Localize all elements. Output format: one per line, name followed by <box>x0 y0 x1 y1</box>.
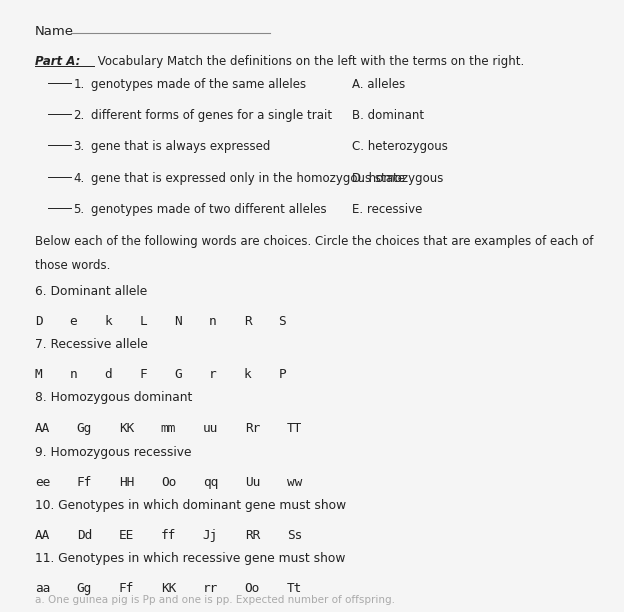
Text: G: G <box>174 368 182 381</box>
Text: 7. Recessive allele: 7. Recessive allele <box>35 338 148 351</box>
Text: L: L <box>139 315 147 328</box>
Text: Ss: Ss <box>286 529 302 542</box>
Text: 6. Dominant allele: 6. Dominant allele <box>35 285 147 297</box>
Text: EE: EE <box>119 529 134 542</box>
Text: Uu: Uu <box>245 476 260 489</box>
Text: ww: ww <box>286 476 302 489</box>
Text: E. recessive: E. recessive <box>352 203 422 216</box>
Text: different forms of genes for a single trait: different forms of genes for a single tr… <box>91 109 333 122</box>
Text: Name: Name <box>35 24 74 38</box>
Text: 9. Homozygous recessive: 9. Homozygous recessive <box>35 446 192 458</box>
Text: gene that is expressed only in the homozygous state: gene that is expressed only in the homoz… <box>91 172 405 185</box>
Text: Ff: Ff <box>77 476 92 489</box>
Text: TT: TT <box>286 422 302 435</box>
Text: R: R <box>244 315 251 328</box>
Text: D. homozygous: D. homozygous <box>352 172 444 185</box>
Text: 1.: 1. <box>73 78 84 91</box>
Text: B. dominant: B. dominant <box>352 109 424 122</box>
Text: e: e <box>70 315 77 328</box>
Text: d: d <box>104 368 112 381</box>
Text: Vocabulary Match the definitions on the left with the terms on the right.: Vocabulary Match the definitions on the … <box>94 55 524 68</box>
Text: Gg: Gg <box>77 422 92 435</box>
Text: Ff: Ff <box>119 582 134 595</box>
Text: Jj: Jj <box>203 529 218 542</box>
Text: 5.: 5. <box>73 203 84 216</box>
Text: Oo: Oo <box>161 476 176 489</box>
Text: KK: KK <box>161 582 176 595</box>
Text: uu: uu <box>203 422 218 435</box>
Text: ff: ff <box>161 529 176 542</box>
Text: D: D <box>35 315 42 328</box>
Text: n: n <box>209 315 217 328</box>
Text: N: N <box>174 315 182 328</box>
Text: S: S <box>278 315 286 328</box>
Text: Gg: Gg <box>77 582 92 595</box>
Text: 3.: 3. <box>73 141 84 154</box>
Text: 4.: 4. <box>73 172 84 185</box>
Text: mm: mm <box>161 422 176 435</box>
Text: rr: rr <box>203 582 218 595</box>
Text: Tt: Tt <box>286 582 302 595</box>
Text: 10. Genotypes in which dominant gene must show: 10. Genotypes in which dominant gene mus… <box>35 499 346 512</box>
Text: RR: RR <box>245 529 260 542</box>
Text: qq: qq <box>203 476 218 489</box>
Text: aa: aa <box>35 582 50 595</box>
Text: k: k <box>244 368 251 381</box>
Text: KK: KK <box>119 422 134 435</box>
Text: Part A:: Part A: <box>35 55 80 68</box>
Text: Dd: Dd <box>77 529 92 542</box>
Text: Rr: Rr <box>245 422 260 435</box>
Text: n: n <box>70 368 77 381</box>
Text: AA: AA <box>35 529 50 542</box>
Text: Below each of the following words are choices. Circle the choices that are examp: Below each of the following words are ch… <box>35 234 593 247</box>
Text: C. heterozygous: C. heterozygous <box>352 141 448 154</box>
Text: genotypes made of the same alleles: genotypes made of the same alleles <box>91 78 306 91</box>
Text: a. One guinea pig is Pp and one is pp. Expected number of offspring.: a. One guinea pig is Pp and one is pp. E… <box>35 595 395 605</box>
Text: ee: ee <box>35 476 50 489</box>
Text: those words.: those words. <box>35 259 110 272</box>
Text: k: k <box>104 315 112 328</box>
Text: P: P <box>278 368 286 381</box>
Text: r: r <box>209 368 217 381</box>
Text: 8. Homozygous dominant: 8. Homozygous dominant <box>35 391 192 405</box>
Text: A. alleles: A. alleles <box>352 78 406 91</box>
Text: 11. Genotypes in which recessive gene must show: 11. Genotypes in which recessive gene mu… <box>35 552 345 565</box>
Text: genotypes made of two different alleles: genotypes made of two different alleles <box>91 203 327 216</box>
Text: M: M <box>35 368 42 381</box>
Text: HH: HH <box>119 476 134 489</box>
Text: Oo: Oo <box>245 582 260 595</box>
Text: F: F <box>139 368 147 381</box>
Text: gene that is always expressed: gene that is always expressed <box>91 141 271 154</box>
Text: AA: AA <box>35 422 50 435</box>
Text: 2.: 2. <box>73 109 84 122</box>
